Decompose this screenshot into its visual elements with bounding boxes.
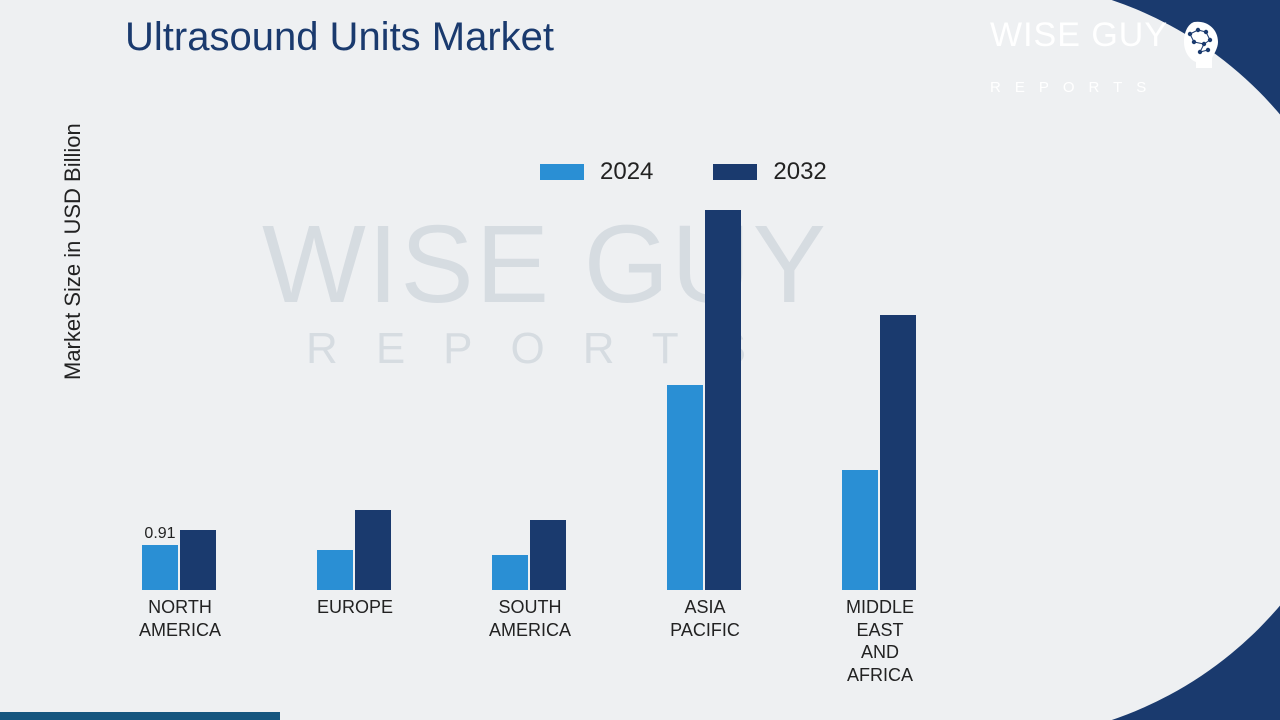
legend-label-a: 2024 bbox=[600, 158, 653, 186]
bar-series-a bbox=[317, 550, 353, 590]
brand-sub: REPORTS bbox=[990, 79, 1250, 96]
brand-name: WISE GUY bbox=[990, 16, 1168, 54]
y-axis-label: Market Size in USD Billion bbox=[60, 123, 86, 380]
bar-value-label: 0.91 bbox=[130, 525, 190, 543]
bar-series-b bbox=[530, 520, 566, 590]
plot-area: 0.91 bbox=[110, 190, 980, 590]
bar-series-b bbox=[355, 510, 391, 590]
legend-item-2024: 2024 bbox=[540, 158, 653, 186]
head-icon bbox=[1174, 18, 1228, 77]
bar-series-b bbox=[880, 315, 916, 590]
brand-logo: WISE GUY REPORTS bbox=[990, 18, 1250, 96]
legend-swatch-b bbox=[713, 164, 757, 180]
x-axis-label: SOUTHAMERICA bbox=[460, 596, 600, 641]
bar-chart: 0.91 bbox=[110, 190, 980, 590]
legend-swatch-a bbox=[540, 164, 584, 180]
legend-label-b: 2032 bbox=[773, 158, 826, 186]
x-axis-label: NORTHAMERICA bbox=[110, 596, 250, 641]
legend-item-2032: 2032 bbox=[713, 158, 826, 186]
bar-series-a bbox=[492, 555, 528, 590]
bottom-accent-bar bbox=[0, 712, 280, 720]
x-axis-label: MIDDLEEASTANDAFRICA bbox=[810, 596, 950, 686]
x-axis-label: ASIAPACIFIC bbox=[635, 596, 775, 641]
chart-title: Ultrasound Units Market bbox=[125, 15, 554, 60]
bar-series-b bbox=[705, 210, 741, 590]
bar-series-a bbox=[142, 545, 178, 591]
bar-series-a bbox=[667, 385, 703, 590]
legend: 2024 2032 bbox=[540, 158, 827, 186]
stage: Ultrasound Units Market WISE GUY REPORTS… bbox=[0, 0, 1280, 720]
bar-series-a bbox=[842, 470, 878, 590]
x-axis-label: EUROPE bbox=[285, 596, 425, 619]
